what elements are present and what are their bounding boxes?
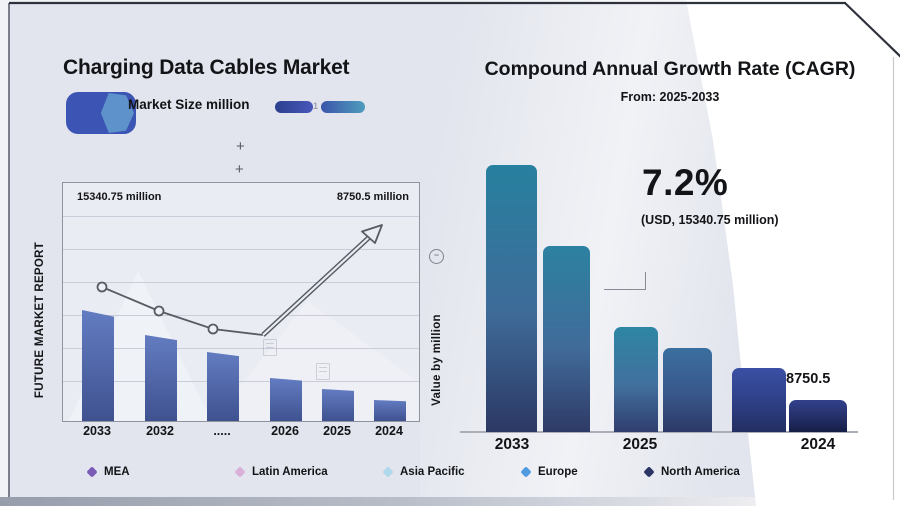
max-value-label: 15340.75 million [77, 191, 162, 203]
value-axis-label: Value by million [431, 314, 443, 406]
left-bar-..... [207, 352, 239, 421]
right-xlabel: 2024 [800, 436, 836, 453]
legend-item-asia-pacific: Asia Pacific [382, 464, 465, 480]
legend-diamond-icon [382, 466, 394, 478]
bar-value-annotation: 8750.5 [786, 371, 831, 387]
left-bar-2032 [145, 335, 177, 421]
cagr-value: 7.2% [642, 162, 729, 203]
pill-separator: 1 [313, 101, 319, 111]
bottom-band [0, 497, 900, 506]
left-chart-panel: 15340.75 million 8750.5 million [62, 182, 420, 422]
left-edge-strip [0, 0, 9, 506]
cagr-note: (USD, 15340.75 million) [641, 213, 779, 227]
left-bar-2026 [270, 378, 302, 421]
left-xlabel: 2025 [323, 424, 351, 438]
right-bar-2033-2 [543, 246, 590, 432]
right-bar-2025-1 [614, 327, 658, 432]
legend-label: Latin America [252, 466, 328, 478]
left-xlabel: 2026 [271, 424, 299, 438]
legend-label: Asia Pacific [400, 466, 465, 478]
legend-item-latin-america: Latin America [234, 464, 328, 480]
watermark-doc-icon [263, 339, 277, 356]
legend-label: MEA [104, 466, 130, 478]
side-watermark-text: FUTURE MARKET REPORT [34, 241, 46, 399]
left-xlabel: 2032 [146, 424, 174, 438]
right-bar-2024-2 [789, 400, 847, 432]
right-bar-2025-2 [663, 348, 712, 432]
watermark-doc-icon [316, 363, 330, 380]
gradient-pill-icon-1 [275, 101, 313, 113]
legend-label: North America [661, 466, 740, 478]
gridline [63, 216, 419, 217]
left-xlabel: 2033 [83, 424, 111, 438]
right-bar-2033-1 [486, 165, 537, 432]
end-value-label: 8750.5 million [336, 191, 409, 203]
legend-diamond-icon [86, 466, 98, 478]
right-chart-baseline [460, 431, 858, 433]
right-xlabel: 2025 [622, 436, 658, 453]
gridline [63, 348, 419, 349]
right-xlabel: 2033 [494, 436, 530, 453]
gradient-pill-icon-2 [321, 101, 365, 113]
gridline [63, 381, 419, 382]
left-bar-2024 [374, 400, 406, 421]
left-xlabel: 2024 [375, 424, 403, 438]
gridline [63, 315, 419, 316]
database-cylinder-icon [66, 92, 136, 134]
trend-line-arrow [96, 224, 383, 337]
legend-diamond-icon [520, 466, 532, 478]
gridline [63, 249, 419, 250]
right-chart-title: Compound Annual Growth Rate (CAGR) [484, 58, 856, 80]
right-bar-2024-1 [732, 368, 786, 432]
market-size-label: Market Size million [128, 97, 250, 112]
legend-item-mea: MEA [86, 464, 130, 480]
left-bar-2033 [82, 310, 114, 421]
left-xlabel: ..... [213, 424, 231, 438]
legend-item-europe: Europe [520, 464, 578, 480]
plus-mark-icon: + [235, 161, 244, 178]
legend-diamond-icon [643, 466, 655, 478]
legend-label: Europe [538, 466, 578, 478]
legend-diamond-icon [234, 466, 246, 478]
right-chart-subtitle: From: 2025-2033 [620, 90, 720, 104]
minus-circle-icon: − [429, 249, 444, 264]
plus-mark-icon: + [236, 138, 245, 155]
legend-item-north-america: North America [643, 464, 740, 480]
left-chart-title: Charging Data Cables Market [63, 56, 350, 79]
corner-bracket-decoration [604, 272, 646, 290]
left-bar-2025 [322, 389, 354, 421]
gridline [63, 282, 419, 283]
